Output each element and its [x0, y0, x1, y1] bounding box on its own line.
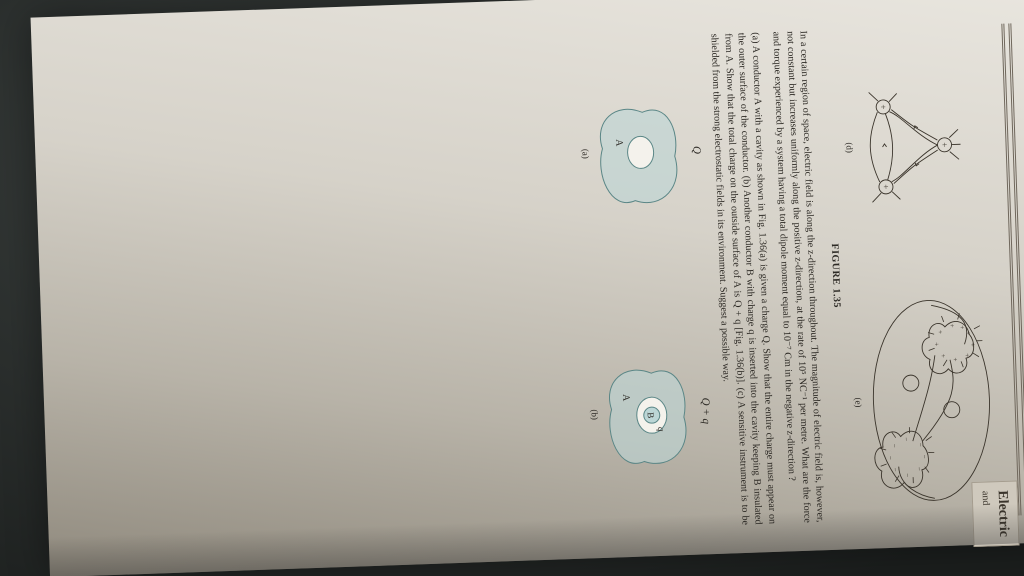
figure-d: + + +: [839, 25, 966, 266]
svg-text:−: −: [902, 437, 910, 441]
svg-text:+: +: [881, 184, 891, 189]
tab-subtitle: and: [978, 491, 993, 538]
figure-a-caption: (a): [575, 38, 595, 269]
svg-text:+: +: [939, 353, 947, 357]
label-B: B: [646, 412, 656, 418]
svg-text:+: +: [932, 342, 940, 346]
label-q: q: [656, 426, 666, 431]
tab-title: Electric: [995, 490, 1012, 537]
svg-text:+: +: [964, 330, 972, 334]
figure-b-top-label: Q + q: [694, 295, 717, 526]
svg-text:+: +: [936, 329, 944, 333]
svg-text:−: −: [886, 455, 894, 459]
figure-a: Q A (a): [575, 34, 707, 269]
question-dipole: In a certain region of space, electric f…: [769, 30, 827, 523]
figure-row-bottom: Q A (a) Q + q A B q (b): [575, 34, 716, 530]
svg-text:−: −: [890, 443, 898, 447]
photo-background: Electric and + + +: [0, 0, 1024, 576]
svg-text:−: −: [891, 467, 899, 471]
question-conductor: (a) A conductor A with a cavity as shown…: [707, 32, 778, 526]
conductor-b-svg: A B q: [601, 351, 700, 474]
svg-text:+: +: [939, 142, 949, 147]
label-A-a: A: [613, 138, 624, 146]
conductor-a-svg: A: [592, 90, 691, 213]
figure-a-top-label: Q: [685, 34, 708, 265]
textbook-page: Electric and + + +: [31, 0, 1024, 576]
figure-b-caption: (b): [585, 299, 605, 530]
svg-text:+: +: [951, 357, 959, 361]
field-lines-d-svg: + + +: [855, 79, 964, 213]
svg-text:+: +: [963, 353, 971, 357]
svg-text:−: −: [915, 466, 923, 470]
svg-text:−: −: [916, 442, 924, 446]
svg-text:−: −: [903, 473, 911, 477]
svg-text:−: −: [920, 454, 928, 458]
field-lines-e-svg: +++ +++ +++ −−− −−− −−: [863, 287, 1011, 512]
figure-b: Q + q A B q (b): [585, 295, 717, 530]
label-A-b: A: [620, 393, 631, 401]
chapter-tab: Electric and: [971, 481, 1020, 547]
figure-row-top: + + +: [839, 24, 1010, 521]
svg-text:+: +: [878, 104, 888, 109]
svg-text:+: +: [948, 323, 956, 327]
svg-text:+: +: [968, 342, 976, 346]
svg-text:+: +: [958, 325, 966, 329]
